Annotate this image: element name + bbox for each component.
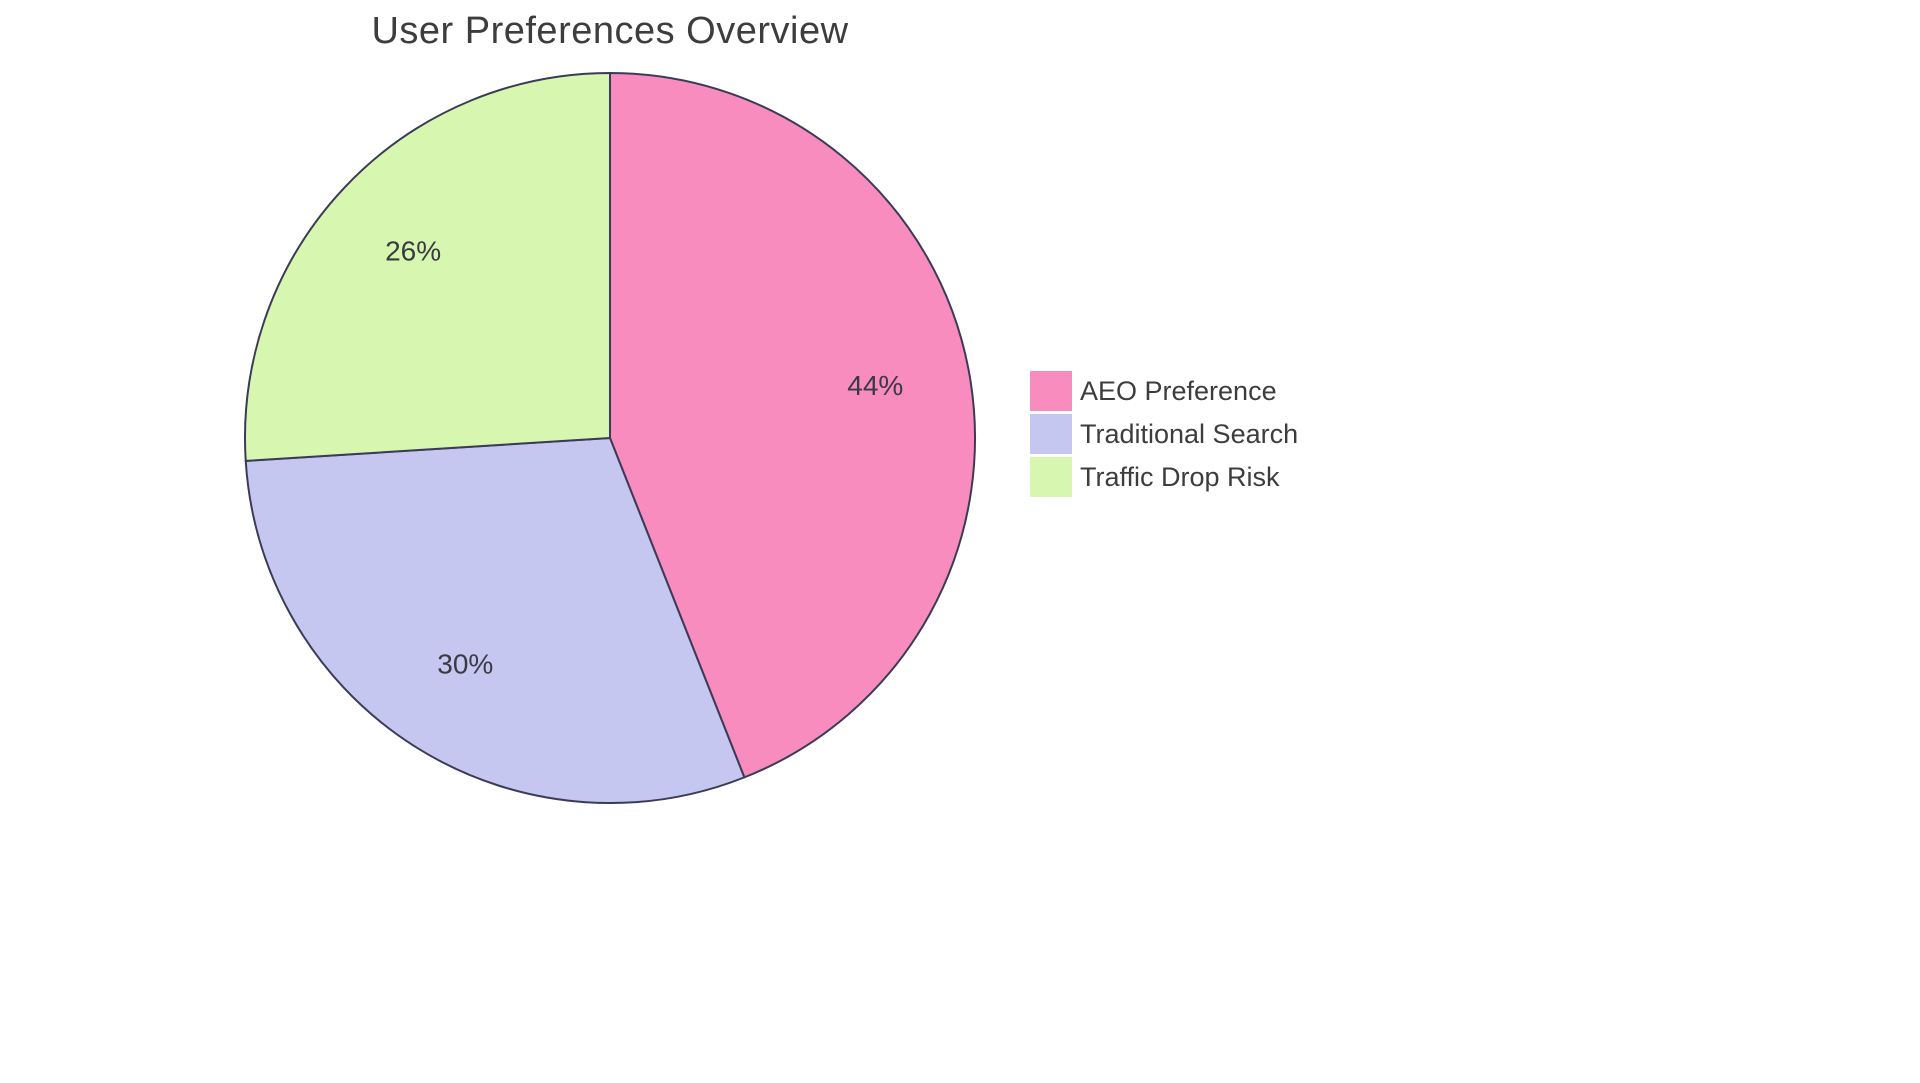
chart-title: User Preferences Overview [371,10,849,52]
legend-label: Traditional Search [1080,418,1299,449]
pie-slice[interactable] [244,72,611,462]
pie-slice[interactable] [244,437,746,804]
slice-label: 26% [385,235,441,266]
legend-swatch [1030,414,1072,454]
legend: AEO Preference Traditional Search Traffic … [1030,371,1298,497]
legend-item[interactable]: AEO Preference [1030,371,1298,411]
legend-label: AEO Preference [1080,375,1277,406]
legend-item[interactable]: Traditional Search [1030,414,1298,454]
legend-swatch [1030,457,1072,497]
legend-item[interactable]: Traffic Drop Risk [1030,457,1298,497]
slice-label: 30% [437,648,493,679]
slice-label: 44% [847,370,903,401]
legend-label: Traffic Drop Risk [1080,461,1280,492]
pie-slice[interactable] [609,72,976,779]
legend-swatch [1030,371,1072,411]
